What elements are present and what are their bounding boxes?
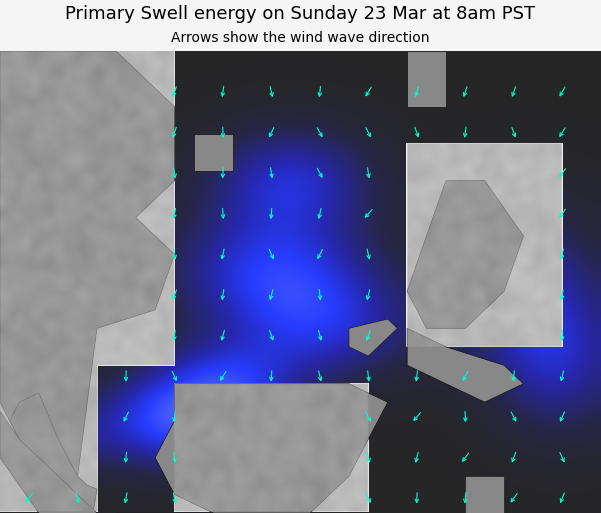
Polygon shape [465, 476, 504, 513]
Polygon shape [194, 134, 233, 171]
Polygon shape [407, 51, 446, 107]
Polygon shape [10, 393, 97, 513]
Polygon shape [0, 411, 136, 513]
Polygon shape [155, 384, 388, 513]
Polygon shape [407, 328, 523, 402]
Polygon shape [349, 319, 397, 356]
Text: Primary Swell energy on Sunday 23 Mar at 8am PST: Primary Swell energy on Sunday 23 Mar at… [66, 5, 535, 24]
Polygon shape [407, 181, 523, 328]
Text: Arrows show the wind wave direction: Arrows show the wind wave direction [171, 31, 430, 46]
Polygon shape [0, 51, 174, 476]
